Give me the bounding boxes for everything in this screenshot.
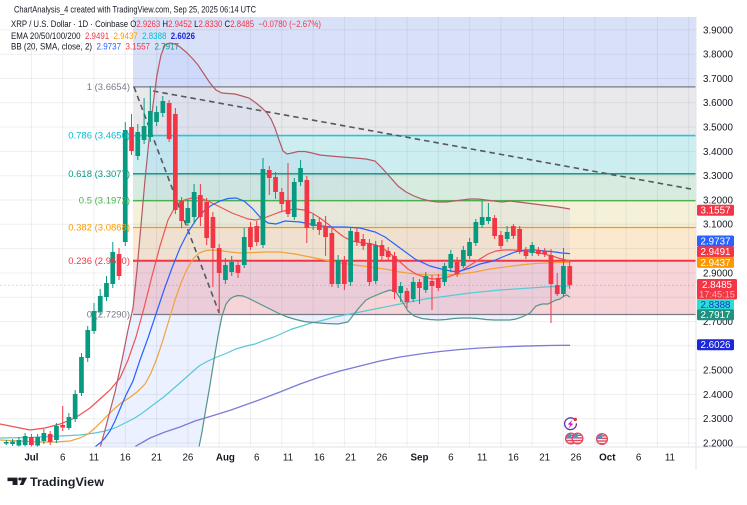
svg-text:6: 6	[60, 453, 66, 464]
svg-text:3.1000: 3.1000	[703, 220, 734, 231]
svg-text:2.9437: 2.9437	[701, 258, 731, 269]
svg-text:1 (3.6654): 1 (3.6654)	[87, 82, 130, 93]
svg-text:6: 6	[636, 453, 642, 464]
svg-text:2.3000: 2.3000	[703, 414, 734, 425]
svg-text:2.4000: 2.4000	[703, 390, 734, 401]
svg-text:3.7000: 3.7000	[703, 74, 734, 85]
svg-text:2.9491: 2.9491	[701, 247, 731, 258]
svg-text:Aug: Aug	[216, 453, 235, 464]
svg-text:Sep: Sep	[411, 453, 429, 464]
svg-text:11: 11	[89, 453, 99, 464]
svg-text:2.8388: 2.8388	[701, 300, 732, 311]
svg-text:2.5000: 2.5000	[703, 366, 734, 377]
svg-text:26: 26	[182, 453, 193, 464]
svg-text:26: 26	[376, 453, 387, 464]
svg-text:11: 11	[477, 453, 487, 464]
svg-text:3.5000: 3.5000	[703, 123, 734, 134]
svg-text:3.9000: 3.9000	[703, 25, 734, 36]
svg-text:11: 11	[665, 453, 675, 464]
svg-text:Oct: Oct	[599, 453, 616, 464]
svg-text:2.7917: 2.7917	[701, 310, 731, 321]
svg-text:2.9000: 2.9000	[703, 268, 734, 279]
svg-text:0.382 (3.0868): 0.382 (3.0868)	[68, 223, 130, 234]
svg-text:3.6000: 3.6000	[703, 98, 734, 109]
svg-text:16: 16	[120, 453, 131, 464]
svg-text:16: 16	[508, 453, 519, 464]
svg-text:XRP / U.S. Dollar · 1D · Coinb: XRP / U.S. Dollar · 1D · Coinbase O2.926…	[11, 19, 321, 29]
svg-text:6: 6	[254, 453, 260, 464]
svg-text:0.618 (3.3077): 0.618 (3.3077)	[68, 169, 130, 180]
svg-text:21: 21	[151, 453, 162, 464]
svg-text:0.236 (2.9500): 0.236 (2.9500)	[68, 256, 130, 267]
svg-text:Jul: Jul	[24, 453, 38, 464]
svg-text:26: 26	[571, 453, 582, 464]
svg-text:3.8000: 3.8000	[703, 50, 734, 61]
svg-text:3.4000: 3.4000	[703, 147, 734, 158]
svg-text:EMA 20/50/100/200 2.9491 2.9: EMA 20/50/100/200 2.9491 2.9437 2.8388 2…	[11, 31, 195, 41]
svg-text:TradingView: TradingView	[30, 475, 105, 489]
svg-text:0 (2.7290): 0 (2.7290)	[87, 310, 130, 321]
svg-text:2.8485: 2.8485	[702, 280, 733, 291]
svg-text:3.2000: 3.2000	[703, 195, 734, 206]
svg-text:17:45:15: 17:45:15	[699, 290, 735, 300]
svg-text:2.7000: 2.7000	[703, 317, 734, 328]
svg-text:0.5 (3.1972): 0.5 (3.1972)	[79, 196, 130, 207]
svg-text:6: 6	[448, 453, 454, 464]
svg-text:3.1557: 3.1557	[701, 206, 731, 217]
svg-text:2.6026: 2.6026	[701, 340, 732, 351]
svg-text:2.2000: 2.2000	[703, 438, 734, 449]
svg-text:ChartAnalysis_4 created with T: ChartAnalysis_4 created with TradingView…	[14, 5, 256, 16]
svg-text:3.3000: 3.3000	[703, 171, 734, 182]
svg-text:21: 21	[539, 453, 550, 464]
svg-text:21: 21	[345, 453, 356, 464]
svg-text:0.786 (3.4650): 0.786 (3.4650)	[68, 131, 130, 142]
svg-text:BB (20, SMA, close, 2) 2.9737: BB (20, SMA, close, 2) 2.9737 3.1557 2.7…	[11, 42, 179, 52]
svg-text:16: 16	[314, 453, 325, 464]
svg-text:2.9737: 2.9737	[701, 236, 731, 247]
svg-text:11: 11	[283, 453, 293, 464]
